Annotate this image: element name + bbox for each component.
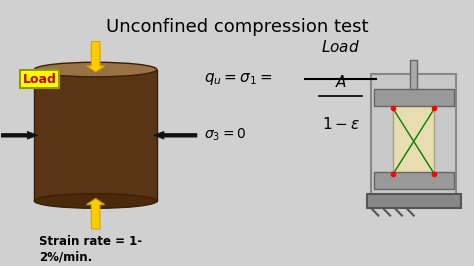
Text: Strain rate = 1-
2%/min.: Strain rate = 1- 2%/min. bbox=[39, 235, 142, 263]
FancyArrow shape bbox=[87, 41, 105, 72]
Ellipse shape bbox=[35, 194, 157, 208]
Text: $A$: $A$ bbox=[335, 74, 347, 90]
Bar bbox=[410, 60, 417, 89]
FancyArrow shape bbox=[154, 131, 197, 139]
Text: $Load$: $Load$ bbox=[321, 39, 360, 55]
Bar bbox=[374, 172, 454, 189]
Bar bbox=[366, 194, 461, 208]
Bar bbox=[374, 89, 454, 106]
Text: $q_u = \sigma_1 =$: $q_u = \sigma_1 =$ bbox=[204, 71, 273, 87]
Text: $\sigma_3 = 0$: $\sigma_3 = 0$ bbox=[204, 127, 246, 143]
Ellipse shape bbox=[35, 62, 157, 77]
Text: $1 - \varepsilon$: $1 - \varepsilon$ bbox=[321, 116, 360, 132]
FancyArrow shape bbox=[0, 131, 37, 139]
Bar bbox=[35, 69, 157, 201]
Text: Unconfined compression test: Unconfined compression test bbox=[106, 18, 368, 36]
FancyArrow shape bbox=[87, 198, 105, 229]
Text: Load: Load bbox=[23, 73, 56, 86]
Bar bbox=[393, 96, 435, 174]
Bar bbox=[371, 74, 456, 196]
